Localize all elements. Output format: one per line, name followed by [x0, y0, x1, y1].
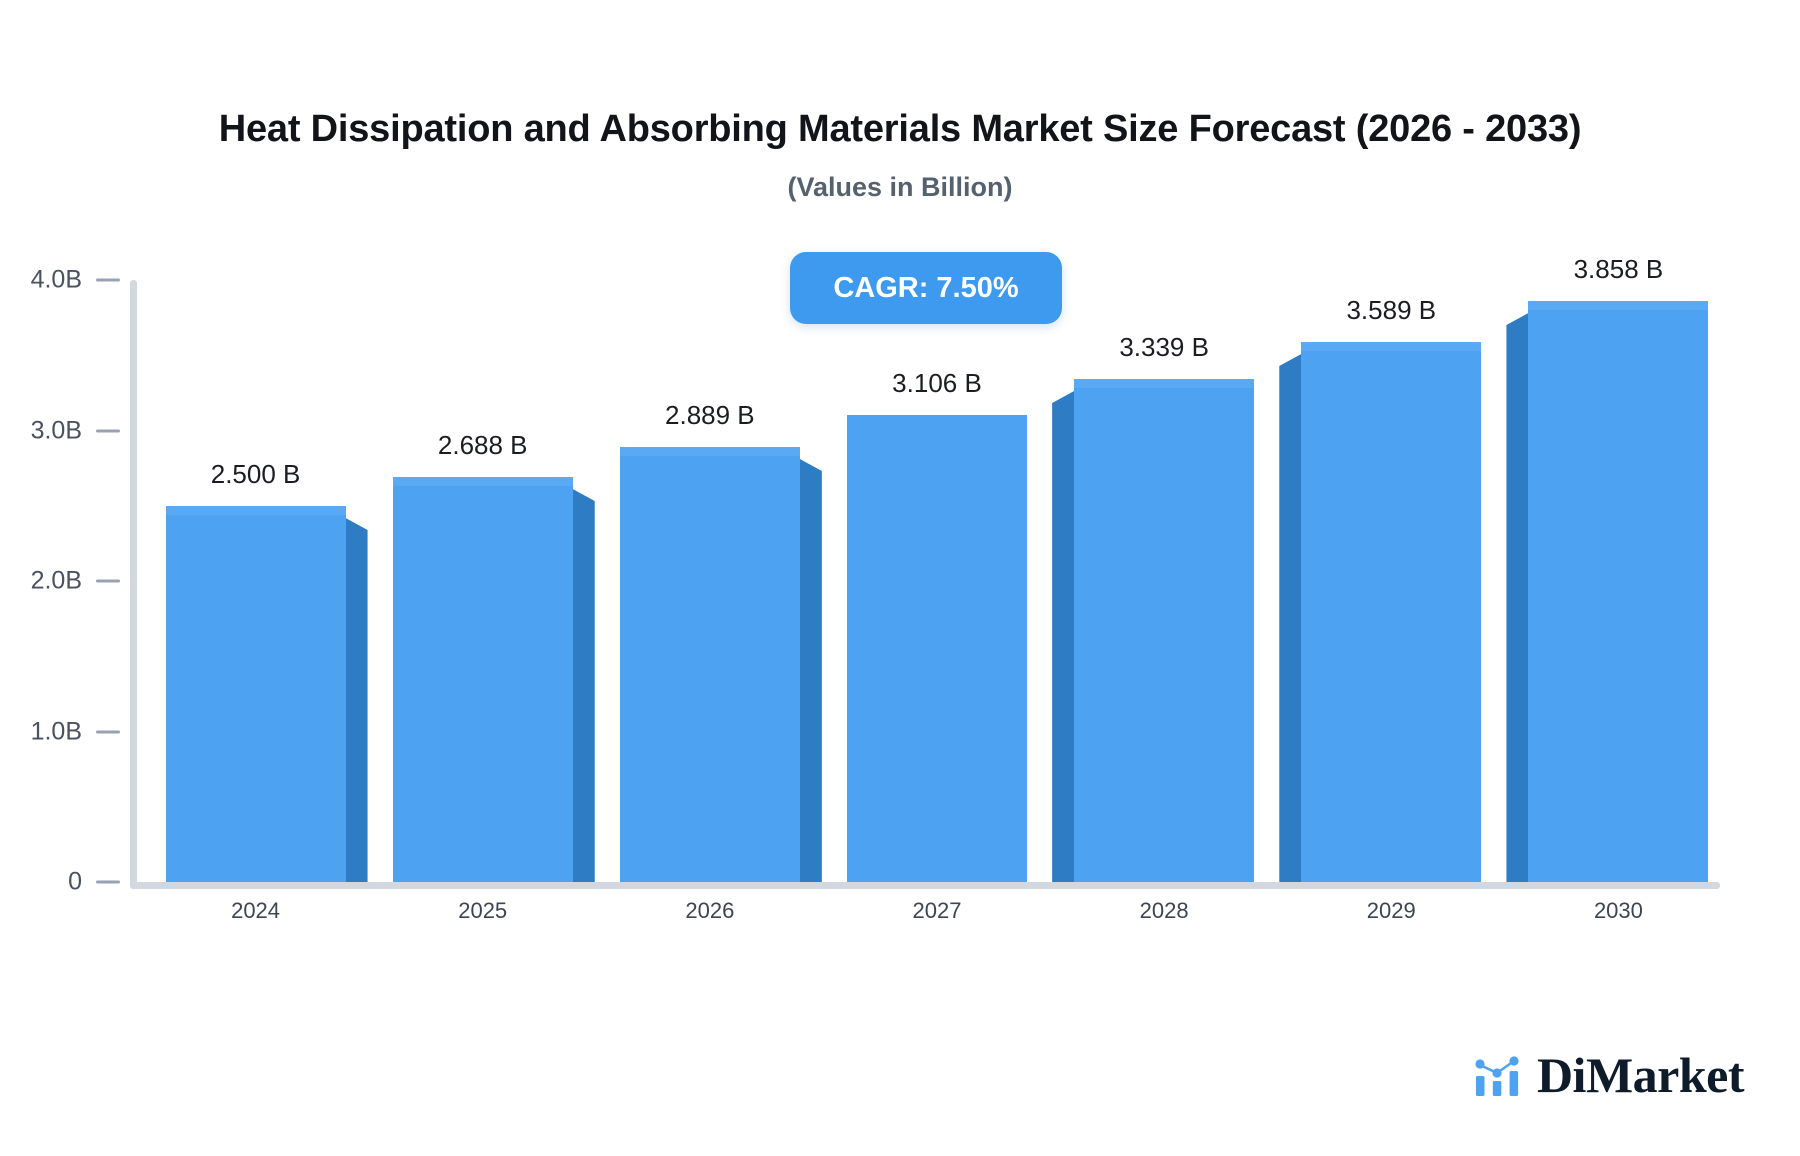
x-axis-label: 2030: [1593, 898, 1643, 923]
y-axis-tick: 0: [68, 868, 130, 897]
bar-side-face: [1052, 391, 1075, 882]
y-axis-tick-mark: [96, 730, 120, 733]
y-axis-tick-mark: [96, 579, 120, 583]
bar-value-label: 3.858 B: [1573, 254, 1664, 284]
bar-3d: 2.500 B: [165, 459, 368, 882]
y-axis-tick-mark: [96, 880, 120, 884]
y-axis-tick: 4.0B: [31, 266, 130, 295]
bar-side-face: [1506, 313, 1529, 882]
y-axis-line: [130, 280, 137, 888]
y-axis-tick: 1.0B: [31, 717, 130, 746]
y-axis-tick-mark: [96, 429, 120, 432]
bar-value-label: 2.688 B: [437, 430, 528, 460]
bar-top-face: [1301, 342, 1482, 351]
bar-front-face: [1528, 301, 1709, 882]
bar-value-label: 3.589 B: [1346, 295, 1437, 325]
x-axis-label: 2024: [231, 898, 281, 923]
bar-front-face: [392, 477, 573, 882]
y-axis-tick-label: 3.0B: [30, 416, 82, 444]
brand-name: DiMarket: [1536, 1047, 1745, 1103]
bar-group[interactable]: 3.589 B: [1279, 280, 1482, 882]
bar-3d: 3.106 B: [847, 368, 1027, 882]
bars-layer: 2.500 B 2.688 B 2.889 B 3.106 B 3.339 B 3.589…: [130, 254, 1720, 882]
bar-top-face: [619, 447, 800, 456]
bar-top-face: [392, 477, 573, 486]
bar-3d: 2.688 B: [392, 430, 595, 882]
chart-subtitle: (Values in Billion): [787, 172, 1013, 202]
bar-side-face: [345, 518, 368, 882]
bar-front-face: [1074, 379, 1255, 882]
x-axis-label: 2027: [912, 898, 962, 923]
bar-side-face: [572, 489, 595, 882]
bar-front-face: [847, 415, 1027, 882]
bar-top-face: [1528, 301, 1709, 310]
bar-3d: 2.889 B: [619, 400, 822, 882]
x-axis-label: 2026: [685, 898, 735, 923]
bar-3d: 3.339 B: [1052, 332, 1255, 882]
bar-3d: 3.589 B: [1279, 295, 1482, 882]
bar-front-face: [619, 447, 800, 882]
y-axis-tick-label: 4.0B: [30, 265, 82, 294]
brand-logo: DiMarket: [1471, 1046, 1745, 1104]
bar-value-label: 3.339 B: [1119, 332, 1209, 362]
bar-front-face: [1301, 342, 1482, 882]
x-axis-label: 2025: [458, 898, 508, 923]
plot-area: 2.500 B 2.688 B 2.889 B 3.106 B 3.339 B 3.589…: [31, 254, 1720, 923]
bar-group[interactable]: 2.889 B: [619, 280, 822, 882]
bar-group[interactable]: 3.106 B: [847, 280, 1027, 882]
y-axis-tick: 3.0B: [31, 416, 130, 445]
bar-front-face: [165, 506, 346, 882]
page-title: Heat Dissipation and Absorbing Materials…: [218, 108, 1582, 150]
y-axis-tick-label: 1.0B: [30, 717, 82, 745]
bar-value-label: 2.500 B: [210, 459, 301, 489]
bar-chart-icon: [1471, 1052, 1523, 1098]
cagr-badge-label: CAGR: 7.50%: [833, 271, 1019, 304]
bar-top-face: [1074, 379, 1255, 388]
x-axis-line: [130, 882, 1720, 889]
y-axis-tick-label: 2.0B: [30, 566, 82, 595]
bar-group[interactable]: 2.688 B: [392, 280, 595, 882]
y-axis-tick-label: 0: [68, 867, 82, 896]
cagr-badge: CAGR: 7.50%: [790, 252, 1062, 324]
bar-side-face: [799, 459, 822, 882]
bar-group[interactable]: 3.339 B: [1052, 280, 1255, 882]
y-axis-tick-mark: [96, 278, 120, 282]
x-axis-label: 2029: [1366, 898, 1416, 923]
bar-value-label: 3.106 B: [892, 368, 982, 398]
bar-group[interactable]: 3.858 B: [1506, 254, 1709, 882]
x-axis-label: 2028: [1139, 898, 1189, 923]
bar-top-face: [165, 506, 346, 515]
bar-3d: 3.858 B: [1506, 254, 1709, 882]
bar-value-label: 2.889 B: [665, 400, 755, 430]
y-axis-tick: 2.0B: [31, 567, 130, 596]
bar-group[interactable]: 2.500 B: [165, 280, 368, 882]
bar-side-face: [1279, 354, 1302, 882]
